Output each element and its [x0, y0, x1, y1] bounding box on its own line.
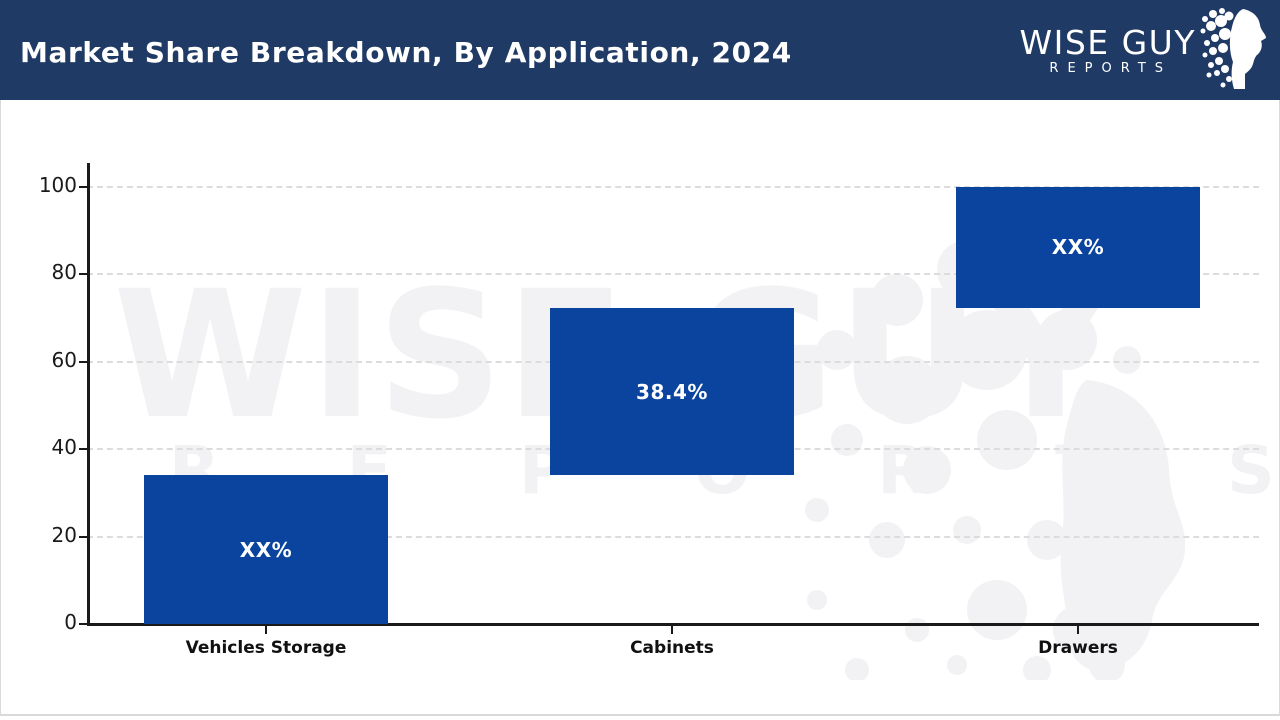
logo-wordmark: WISE GUY — [1019, 22, 1196, 62]
y-axis-tick — [79, 535, 88, 538]
header-bar: Market Share Breakdown, By Application, … — [0, 0, 1280, 100]
plot: 0 20 40 60 80 100 XX% 38.4% XX% Vehicles Storage C… — [1, 100, 1279, 714]
bar-drawers: XX% — [956, 187, 1200, 308]
chart-figure: WISE GUY R E P O R T S 020406080100XX%38… — [0, 100, 1280, 716]
y-axis-tick-label: 20 — [51, 522, 77, 547]
y-axis-tick-label: 40 — [51, 435, 77, 460]
bar-value-label: 38.4% — [636, 379, 708, 404]
x-axis-category-label: Drawers — [1038, 638, 1118, 658]
bar-vehicles-storage: XX% — [144, 475, 388, 624]
y-axis-tick — [79, 448, 88, 451]
page-title: Market Share Breakdown, By Application, … — [20, 36, 792, 69]
x-axis-tick — [671, 625, 673, 634]
y-axis-tick-label: 80 — [51, 260, 77, 285]
x-axis-tick — [265, 625, 267, 634]
y-axis-line — [87, 163, 90, 626]
y-gridline — [87, 186, 1259, 188]
y-axis-tick-label: 60 — [51, 347, 77, 372]
bar-value-label: XX% — [1051, 235, 1105, 260]
logo-text: WISE GUY REPORTS — [1019, 22, 1196, 77]
y-axis-tick — [79, 623, 88, 625]
x-axis-category-label: Vehicles Storage — [185, 638, 347, 658]
y-axis-tick-label: 100 — [38, 173, 77, 197]
y-axis-tick-label: 0 — [64, 610, 77, 634]
logo-head-icon — [1198, 7, 1266, 95]
y-gridline — [87, 535, 1259, 538]
bar-value-label: XX% — [239, 537, 293, 562]
x-axis-tick — [1077, 625, 1079, 634]
logo-subtitle: REPORTS — [1049, 61, 1173, 77]
y-gridline — [87, 273, 1259, 276]
y-axis-tick — [79, 186, 88, 188]
y-axis-tick — [79, 273, 88, 276]
bar-cabinets: 38.4% — [550, 307, 794, 476]
wise-guy-reports-logo: WISE GUY REPORTS — [1019, 6, 1266, 96]
y-axis-tick — [79, 360, 88, 363]
x-axis-category-label: Cabinets — [630, 638, 714, 658]
x-axis-line — [87, 623, 1259, 626]
